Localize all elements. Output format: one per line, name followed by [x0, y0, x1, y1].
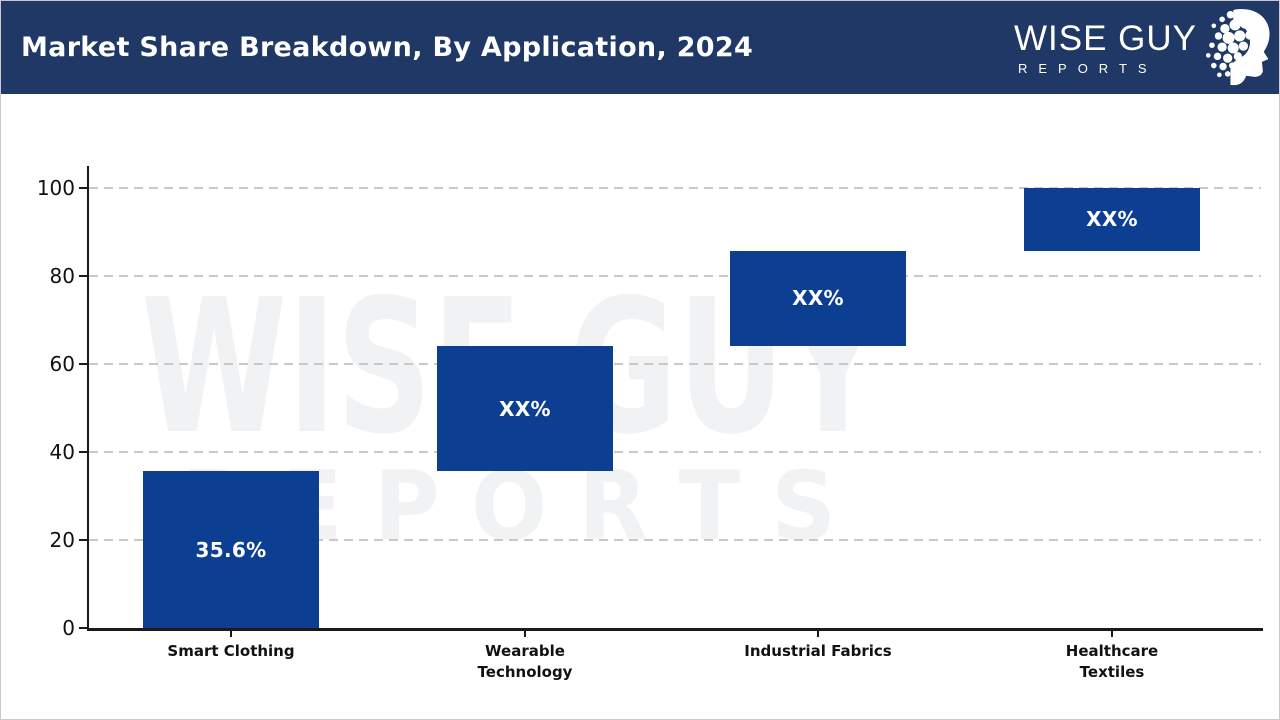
y-tick-label-60: 60	[49, 352, 75, 376]
y-tick-mark	[79, 363, 87, 365]
y-tick-mark	[79, 539, 87, 541]
bar-value-label: XX%	[792, 286, 844, 311]
y-axis-spine	[87, 166, 89, 631]
x-category-label-wearable-technology: Wearable Technology	[477, 642, 573, 681]
gridline-20	[89, 539, 1261, 541]
bar-smart-clothing: 35.6%	[143, 471, 319, 628]
x-tick-mark	[230, 631, 232, 637]
bar-value-label: XX%	[1086, 207, 1138, 232]
gridline-60	[89, 363, 1261, 365]
y-tick-label-40: 40	[49, 440, 75, 464]
y-tick-mark	[79, 275, 87, 277]
x-tick-mark	[524, 631, 526, 637]
y-tick-label-100: 100	[36, 176, 75, 200]
bar-value-label: 35.6%	[195, 537, 267, 562]
brand-logo: WISE GUY REPORTS	[1014, 5, 1273, 91]
x-tick-mark	[1111, 631, 1113, 637]
chart-title: Market Share Breakdown, By Application, …	[21, 32, 754, 63]
y-tick-mark	[79, 187, 87, 189]
logo-subtext: REPORTS	[1017, 61, 1158, 76]
y-tick-label-80: 80	[49, 264, 75, 288]
gridline-80	[89, 275, 1261, 277]
y-tick-mark	[79, 451, 87, 453]
bar-value-label: XX%	[499, 396, 551, 421]
y-tick-mark	[79, 627, 87, 629]
bar-healthcare-textiles: XX%	[1024, 188, 1200, 251]
gridline-100	[89, 187, 1261, 189]
watermark-head-icon	[903, 249, 1153, 548]
y-tick-label-0: 0	[62, 616, 75, 640]
x-category-label-smart-clothing: Smart Clothing	[167, 642, 295, 660]
gridline-40	[89, 451, 1261, 453]
logo-wordmark: WISE GUY	[1013, 19, 1197, 58]
y-tick-label-20: 20	[49, 528, 75, 552]
brand-logo-text: WISE GUY REPORTS	[1013, 19, 1197, 77]
header-bar: Market Share Breakdown, By Application, …	[1, 1, 1279, 94]
x-tick-mark	[817, 631, 819, 637]
x-category-label-industrial-fabrics: Industrial Fabrics	[744, 642, 892, 660]
bar-industrial-fabrics: XX%	[730, 250, 906, 346]
x-axis-spine	[87, 628, 1263, 631]
logo-head-icon	[1205, 9, 1270, 86]
x-category-label-healthcare-textiles: Healthcare Textiles	[1065, 642, 1159, 681]
bar-wearable-technology: XX%	[437, 345, 613, 472]
